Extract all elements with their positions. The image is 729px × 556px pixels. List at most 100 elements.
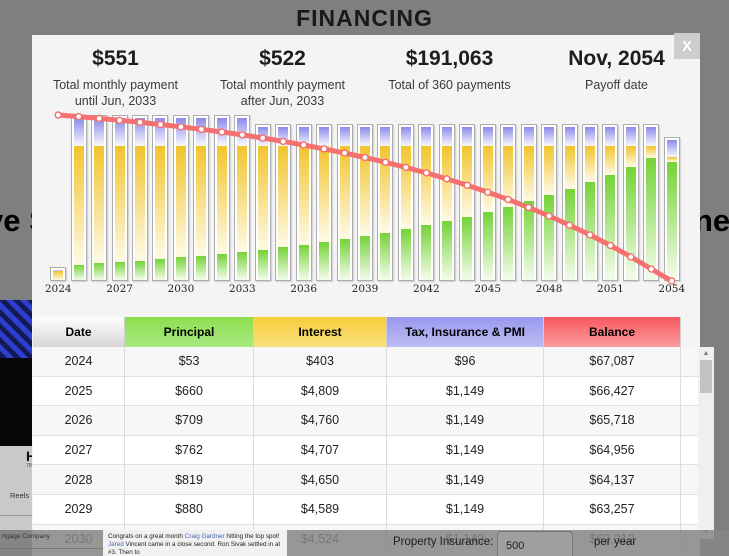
interest-segment [237, 145, 248, 252]
bar-slot [293, 115, 313, 281]
interest-segment [666, 157, 677, 162]
stat-value: $191,063 [405, 47, 494, 70]
scroll-up-arrow-icon[interactable]: ▲ [702, 350, 710, 357]
principal-segment [564, 188, 575, 280]
year-bar-2052 [622, 123, 639, 281]
tax-segment [175, 118, 186, 146]
principal-segment [359, 236, 370, 280]
principal-segment [462, 216, 473, 280]
per-year-label: per year [594, 536, 637, 548]
interest-segment [319, 145, 330, 243]
year-bar-2026 [91, 115, 108, 281]
person-link[interactable]: Jared [108, 541, 124, 548]
person-link[interactable]: Craig Gardner [184, 533, 225, 540]
stat-label: Payoff date [584, 78, 648, 92]
interest-segment [114, 145, 125, 262]
x-tick-label: 2039 [351, 283, 379, 295]
interest-segment [278, 145, 289, 248]
divider [0, 515, 33, 516]
property-insurance-input[interactable] [497, 531, 573, 556]
tax-segment [339, 126, 350, 146]
notification-text: Vincent came in a close second. Ron Siva… [108, 541, 281, 556]
table-cell: 2024 [33, 347, 125, 376]
principal-segment [73, 264, 84, 280]
table-cell: $4,760 [254, 406, 387, 435]
x-tick-label: 2048 [535, 283, 563, 295]
table-scrollbar[interactable]: ▲ ▼ [698, 347, 714, 539]
table-cell: $64,137 [544, 465, 681, 494]
balance-line [54, 111, 676, 285]
year-bar-2043 [438, 123, 455, 281]
interest-segment [135, 145, 146, 261]
interest-segment [482, 145, 493, 212]
stat-label: Total monthly payment until Jun, 2033 [52, 78, 179, 109]
principal-segment [646, 158, 657, 280]
notification-popup: Congrats on a great month Craig Gardner … [103, 530, 287, 556]
bar-slot [539, 115, 559, 281]
interest-segment [503, 145, 514, 207]
table-cell: $1,149 [387, 494, 544, 524]
principal-segment [503, 206, 514, 280]
column-header-4: Balance [544, 317, 681, 347]
table-cell: $709 [125, 406, 254, 435]
interest-segment [646, 145, 657, 159]
bar-slot [314, 115, 334, 281]
bar-slot [48, 115, 68, 281]
year-bar-2030 [172, 115, 189, 281]
close-button[interactable]: X [674, 33, 700, 59]
notification-text: hitting the top spot! [224, 533, 280, 540]
tax-segment [278, 126, 289, 146]
tab-reels[interactable]: Reels [10, 491, 30, 500]
bar-slot [171, 115, 191, 281]
tax-segment [584, 126, 595, 146]
x-tick-label: 2033 [228, 283, 256, 295]
table-cell: $4,650 [254, 465, 387, 494]
year-bar-2039 [356, 123, 373, 281]
principal-segment [523, 201, 534, 280]
x-axis-ticks: 2024 2027 2030 2033 2036 2039 2042 2045 2048 2051… [45, 283, 685, 297]
property-insurance-label: Property Insurance: [393, 536, 494, 548]
year-bar-2041 [397, 123, 414, 281]
column-header-3: Tax, Insurance & PMI [387, 317, 544, 347]
principal-segment [135, 260, 146, 280]
bar-slot [273, 115, 293, 281]
bar-slot [334, 115, 354, 281]
background-bottom-strip: rtgage Company Congrats on a great month… [0, 530, 729, 556]
tax-segment [544, 126, 555, 146]
table-cell: $66,427 [544, 376, 681, 406]
table-cell: $1,149 [387, 435, 544, 465]
interest-segment [544, 145, 555, 196]
year-bar-2053 [643, 123, 660, 281]
amortization-chart: 2024 2027 2030 2033 2036 2039 2042 2045 2048 2051… [45, 111, 685, 297]
year-bar-2024 [50, 267, 67, 281]
interest-segment [298, 145, 309, 245]
tax-segment [625, 126, 636, 146]
tax-segment [441, 126, 452, 146]
summary-stats: $551 Total monthly payment until Jun, 203… [32, 35, 700, 110]
tax-segment [646, 126, 657, 146]
principal-segment [155, 259, 166, 280]
interest-segment [441, 145, 452, 222]
interest-segment [155, 145, 166, 260]
table-cell: $403 [254, 347, 387, 376]
tax-segment [155, 118, 166, 146]
interest-segment [196, 145, 207, 256]
bar-slot [396, 115, 416, 281]
column-header-2: Interest [254, 317, 387, 347]
principal-segment [216, 253, 227, 280]
bar-slot [621, 115, 641, 281]
scrollbar-thumb[interactable] [700, 360, 712, 393]
year-bar-2038 [336, 123, 353, 281]
stat-value: $551 [92, 47, 139, 70]
table-cell: $64,956 [544, 435, 681, 465]
tax-segment [298, 126, 309, 146]
interest-segment [400, 145, 411, 230]
table-cell: $96 [387, 347, 544, 376]
stat-value: Nov, 2054 [568, 47, 665, 70]
tax-segment [462, 126, 473, 146]
year-bar-2045 [479, 123, 496, 281]
stat-label: Total of 360 payments [388, 78, 511, 92]
principal-segment [605, 174, 616, 280]
table-cell: $53 [125, 347, 254, 376]
